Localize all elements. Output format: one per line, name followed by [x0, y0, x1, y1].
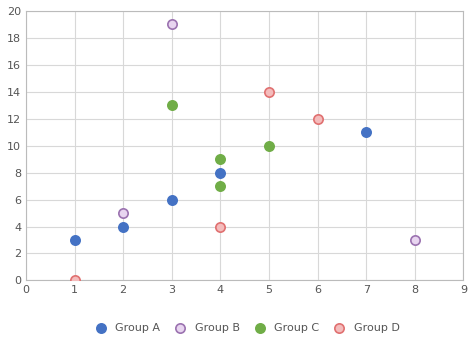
- Group A: [168, 197, 175, 202]
- Group C: [217, 156, 224, 162]
- Group A: [119, 224, 127, 229]
- Group D: [217, 224, 224, 229]
- Group C: [168, 103, 175, 108]
- Group A: [363, 130, 370, 135]
- Group C: [217, 183, 224, 189]
- Group C: [265, 143, 273, 148]
- Group D: [265, 89, 273, 94]
- Group A: [217, 170, 224, 175]
- Group D: [314, 116, 321, 121]
- Group B: [168, 22, 175, 27]
- Group D: [71, 278, 78, 283]
- Group A: [71, 237, 78, 243]
- Legend: Group A, Group B, Group C, Group D: Group A, Group B, Group C, Group D: [85, 318, 404, 337]
- Group B: [119, 210, 127, 216]
- Group B: [411, 237, 419, 243]
